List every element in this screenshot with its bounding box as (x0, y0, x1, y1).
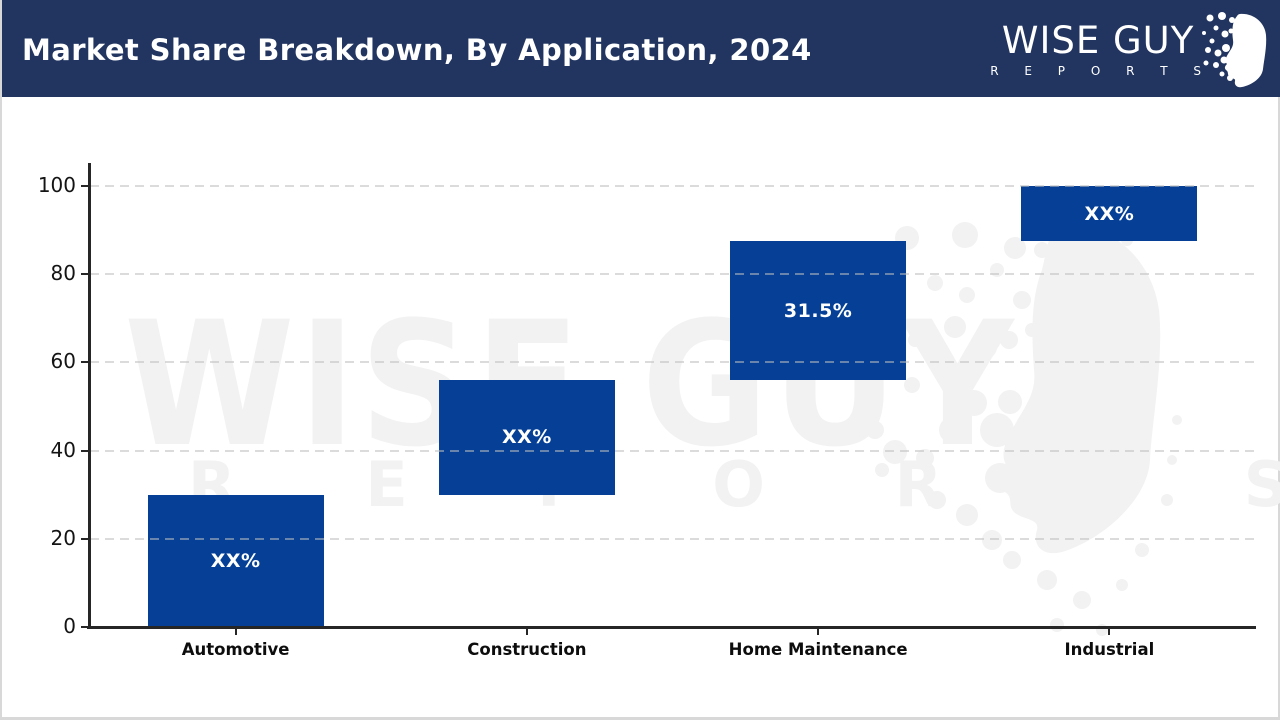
y-tick-label-100: 100 (37, 173, 76, 197)
x-tick-3 (1108, 628, 1111, 635)
x-tick-0 (234, 628, 237, 635)
y-tick-label-40: 40 (50, 437, 76, 462)
watermark-face-dots (866, 218, 1182, 636)
logo-subtext: R E P O R T S (990, 63, 1212, 78)
bar-value-label: XX% (501, 426, 552, 449)
y-axis-spine (88, 163, 91, 629)
bar-industrial: XX% (1021, 186, 1198, 242)
bar-value-label: 31.5% (783, 299, 853, 322)
x-axis-spine (87, 626, 1256, 629)
gridline-80 (90, 273, 1255, 276)
y-tick-100 (81, 185, 90, 187)
x-category-label: Home Maintenance (728, 640, 908, 659)
gridline-40 (90, 449, 1255, 452)
y-tick-80 (81, 273, 90, 276)
y-tick-40 (81, 449, 90, 452)
y-tick-20 (81, 537, 90, 540)
bar-value-label: XX% (1084, 202, 1135, 225)
x-category-label: Construction (467, 640, 587, 659)
bar-home-maintenance: 31.5% (730, 241, 907, 381)
header: Market Share Breakdown, By Application, … (2, 0, 1280, 97)
bar-construction: XX% (438, 380, 615, 495)
bar-automotive: XX% (147, 494, 324, 627)
wise-guy-logo: WISE GUY R E P O R T S (984, 8, 1274, 90)
y-tick-label-0: 0 (63, 614, 76, 638)
x-tick-2 (817, 628, 820, 635)
page-title: Market Share Breakdown, By Application, … (22, 33, 812, 67)
y-tick-60 (81, 361, 90, 364)
logo-text: WISE GUY R E P O R T S (984, 18, 1212, 78)
x-category-label: Automotive (181, 640, 290, 659)
logo-wordmark: WISE GUY (1001, 18, 1195, 62)
y-tick-0 (81, 626, 90, 628)
y-tick-label-80: 80 (50, 261, 76, 286)
gridline-60 (90, 361, 1255, 364)
x-category-label: Industrial (1064, 640, 1155, 659)
y-tick-label-20: 20 (50, 525, 76, 550)
bar-value-label: XX% (210, 549, 261, 572)
gridline-100 (90, 185, 1255, 187)
gridline-20 (90, 537, 1255, 540)
y-tick-label-60: 60 (50, 349, 76, 374)
x-tick-1 (525, 628, 528, 635)
logo-face-icon (1202, 12, 1267, 88)
